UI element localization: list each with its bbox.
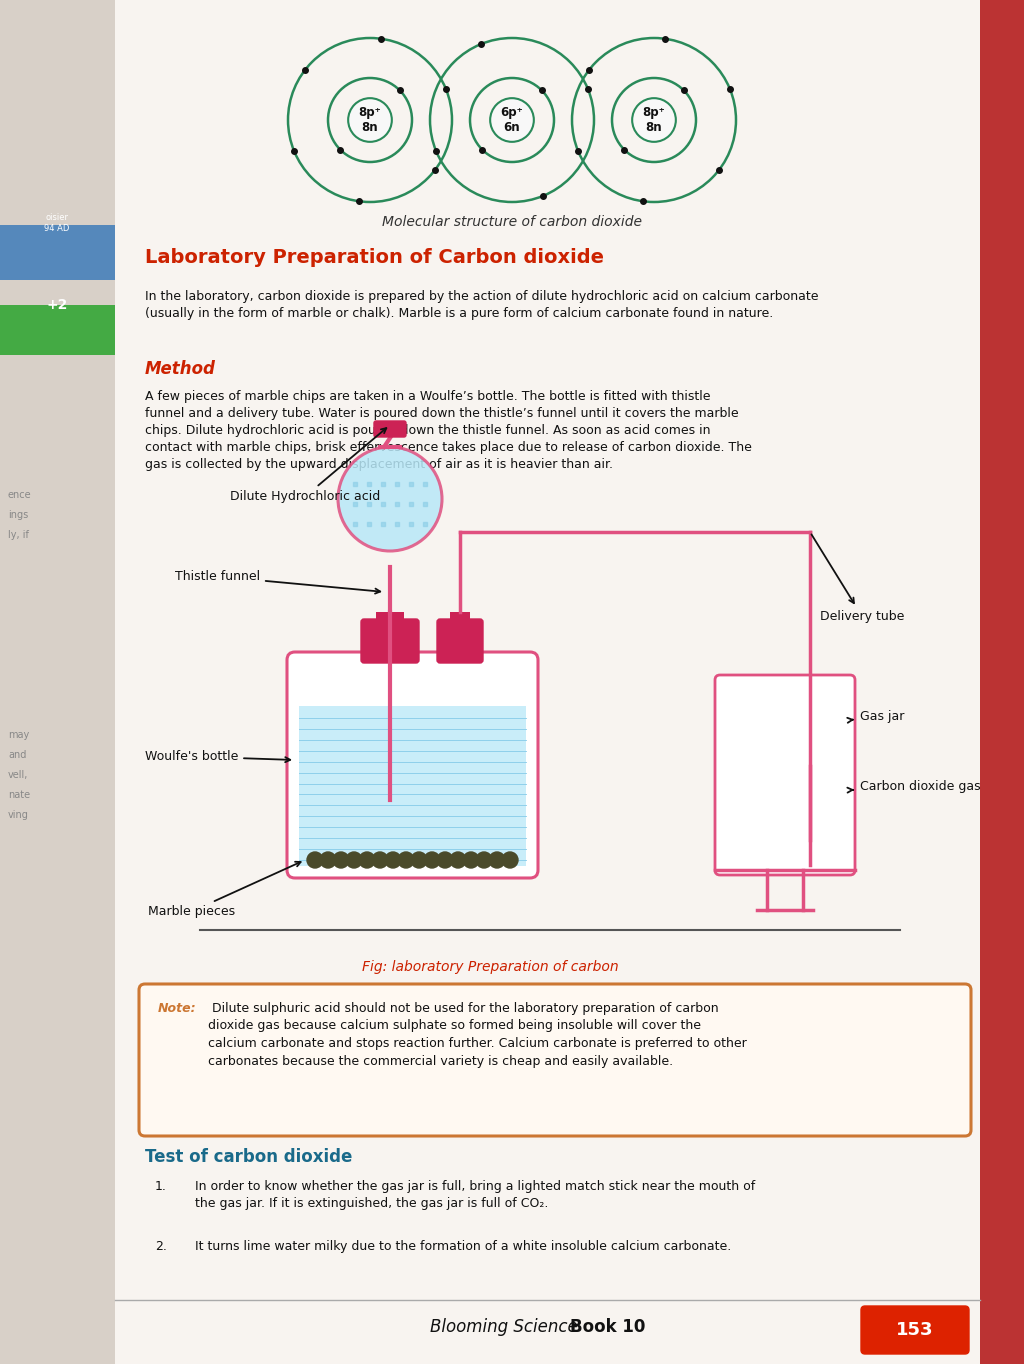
Text: +2: +2: [46, 297, 68, 312]
Circle shape: [338, 447, 442, 551]
Text: In order to know whether the gas jar is full, bring a lighted match stick near t: In order to know whether the gas jar is …: [195, 1180, 756, 1210]
Text: ly, if: ly, if: [8, 531, 29, 540]
Circle shape: [307, 852, 323, 868]
Text: Gas jar: Gas jar: [847, 711, 904, 723]
Text: 2.: 2.: [155, 1240, 167, 1254]
Text: Laboratory Preparation of Carbon dioxide: Laboratory Preparation of Carbon dioxide: [145, 248, 604, 267]
Circle shape: [333, 852, 349, 868]
Circle shape: [348, 98, 392, 142]
Text: may: may: [8, 730, 30, 741]
Text: 1.: 1.: [155, 1180, 167, 1194]
Bar: [0, 306, 115, 355]
Circle shape: [424, 852, 440, 868]
Text: Delivery tube: Delivery tube: [811, 535, 904, 623]
Circle shape: [490, 98, 534, 142]
Text: and: and: [8, 750, 27, 760]
Text: 6p⁺
6n: 6p⁺ 6n: [501, 106, 523, 134]
Bar: [450, 612, 470, 622]
Text: Marble pieces: Marble pieces: [148, 862, 301, 918]
Text: ence: ence: [8, 490, 32, 501]
Circle shape: [359, 852, 375, 868]
Text: 8p⁺
8n: 8p⁺ 8n: [358, 106, 381, 134]
Text: Method: Method: [145, 360, 216, 378]
Text: In the laboratory, carbon dioxide is prepared by the action of dilute hydrochlor: In the laboratory, carbon dioxide is pre…: [145, 291, 818, 321]
Text: Carbon dioxide gas: Carbon dioxide gas: [847, 780, 981, 792]
Circle shape: [450, 852, 466, 868]
Bar: [0, 0, 115, 1364]
FancyBboxPatch shape: [437, 619, 483, 663]
Text: Dilute sulphuric acid should not be used for the laboratory preparation of carbo: Dilute sulphuric acid should not be used…: [208, 1003, 746, 1068]
Text: nate: nate: [8, 790, 30, 801]
FancyBboxPatch shape: [861, 1305, 969, 1354]
Text: Woulfe's bottle: Woulfe's bottle: [145, 750, 290, 762]
FancyBboxPatch shape: [374, 421, 406, 436]
Bar: [0, 225, 115, 280]
FancyBboxPatch shape: [139, 983, 971, 1136]
Circle shape: [463, 852, 479, 868]
FancyBboxPatch shape: [287, 652, 538, 878]
Bar: [980, 0, 1024, 1364]
Bar: [299, 707, 526, 866]
Circle shape: [489, 852, 505, 868]
Text: A few pieces of marble chips are taken in a Woulfe’s bottle. The bottle is fitte: A few pieces of marble chips are taken i…: [145, 390, 752, 471]
Text: Note:: Note:: [158, 1003, 197, 1015]
Circle shape: [632, 98, 676, 142]
Circle shape: [385, 852, 401, 868]
Text: oisier
94 AD: oisier 94 AD: [44, 213, 70, 233]
Text: ings: ings: [8, 510, 29, 520]
Text: Fig: laboratory Preparation of carbon: Fig: laboratory Preparation of carbon: [361, 960, 618, 974]
Text: It turns lime water milky due to the formation of a white insoluble calcium carb: It turns lime water milky due to the for…: [195, 1240, 731, 1254]
Circle shape: [502, 852, 518, 868]
Text: Book 10: Book 10: [570, 1318, 645, 1335]
Bar: [376, 612, 404, 622]
Circle shape: [398, 852, 414, 868]
Circle shape: [437, 852, 453, 868]
Circle shape: [346, 852, 362, 868]
FancyBboxPatch shape: [715, 675, 855, 874]
Text: Test of carbon dioxide: Test of carbon dioxide: [145, 1148, 352, 1166]
Text: Blooming Science: Blooming Science: [430, 1318, 583, 1335]
Circle shape: [372, 852, 388, 868]
Text: ving: ving: [8, 810, 29, 820]
Text: Dilute Hydrochloric acid: Dilute Hydrochloric acid: [230, 428, 386, 503]
Text: Molecular structure of carbon dioxide: Molecular structure of carbon dioxide: [382, 216, 642, 229]
Text: 153: 153: [896, 1320, 934, 1339]
FancyBboxPatch shape: [361, 619, 419, 663]
Circle shape: [319, 852, 336, 868]
Text: Thistle funnel: Thistle funnel: [175, 570, 380, 593]
Circle shape: [476, 852, 492, 868]
Text: vell,: vell,: [8, 771, 29, 780]
Bar: [115, 0, 980, 1364]
Text: 8p⁺
8n: 8p⁺ 8n: [643, 106, 666, 134]
Circle shape: [411, 852, 427, 868]
